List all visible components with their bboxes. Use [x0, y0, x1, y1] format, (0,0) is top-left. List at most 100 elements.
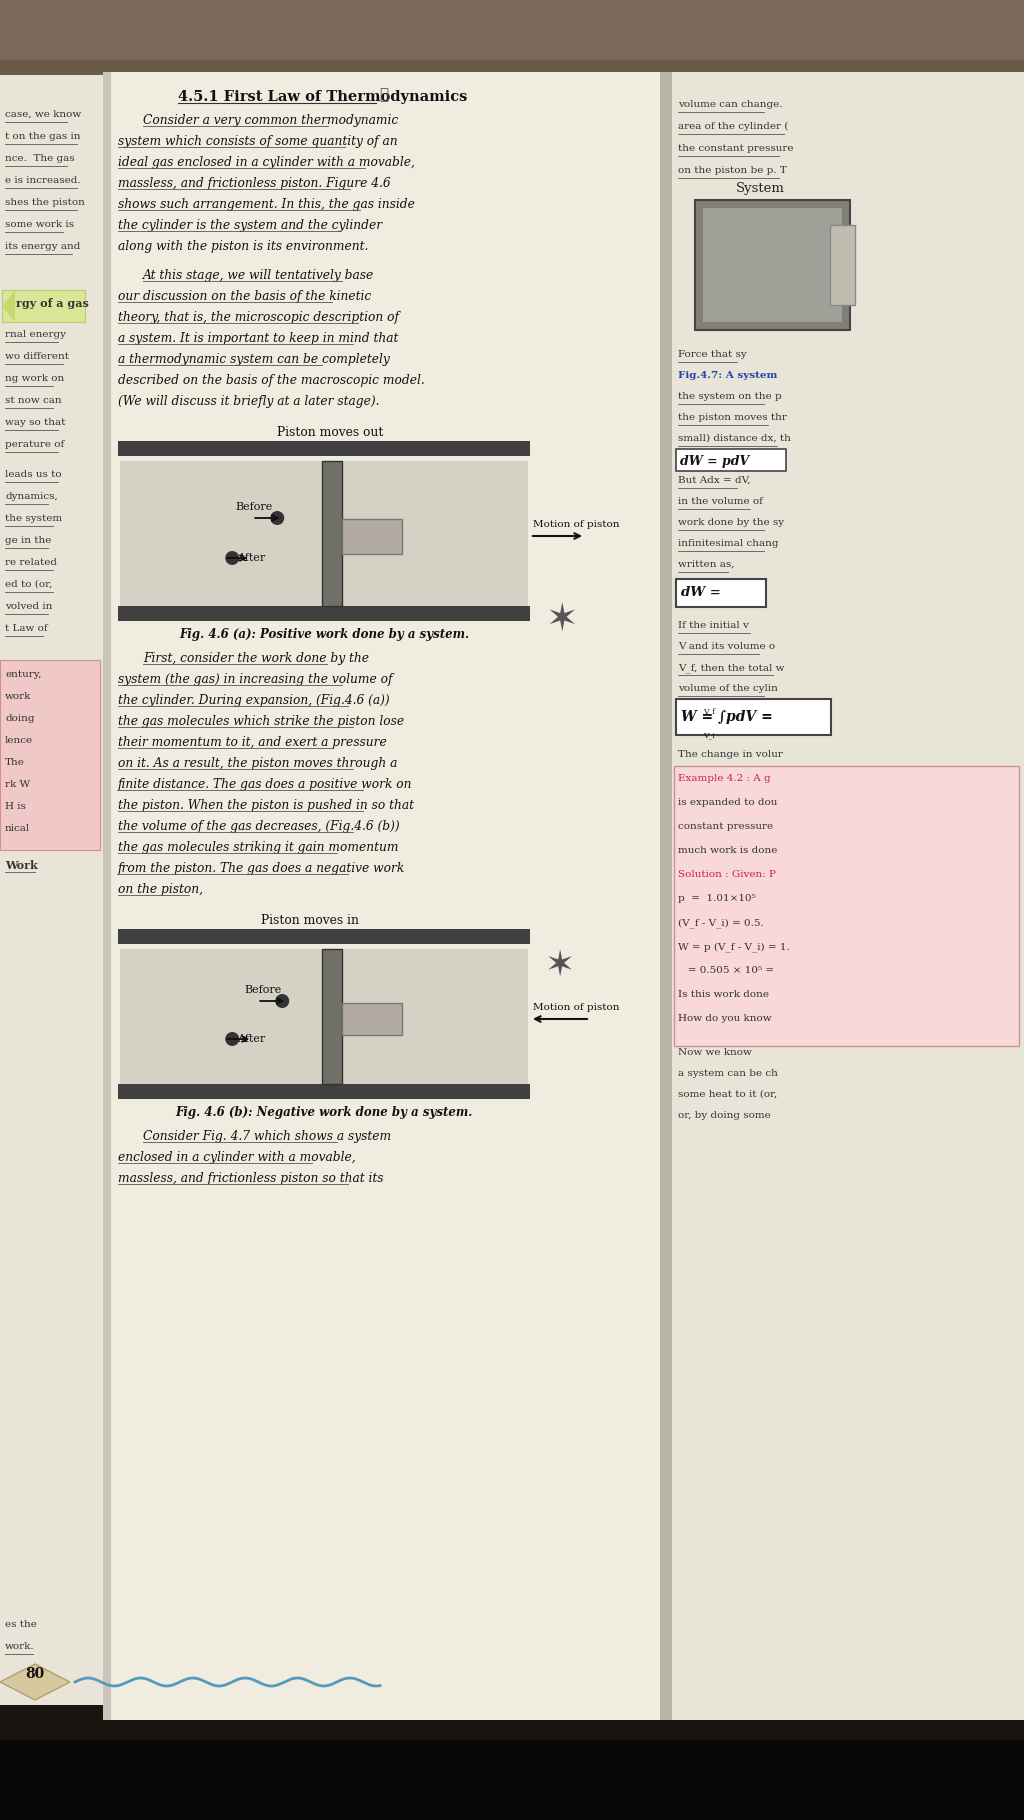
Bar: [323, 460, 342, 606]
Text: System: System: [735, 182, 784, 195]
Text: our discussion on the basis of the kinetic: our discussion on the basis of the kinet…: [118, 289, 372, 302]
Text: ✶: ✶: [379, 87, 388, 102]
Text: infinitesimal chang: infinitesimal chang: [678, 539, 778, 548]
Text: Now we know: Now we know: [678, 1048, 752, 1057]
Text: 4.5.1 First Law of Thermodynamics: 4.5.1 First Law of Thermodynamics: [178, 89, 467, 104]
Text: (V_f - V_i) = 0.5.: (V_f - V_i) = 0.5.: [678, 917, 764, 928]
Text: Work: Work: [5, 861, 38, 872]
Text: Motion of piston: Motion of piston: [534, 521, 620, 530]
Text: leads us to: leads us to: [5, 470, 61, 479]
Text: on the piston,: on the piston,: [118, 883, 203, 895]
Text: on the piston be p. T: on the piston be p. T: [678, 166, 786, 175]
Bar: [118, 928, 530, 945]
Text: volume can change.: volume can change.: [678, 100, 782, 109]
Text: Example 4.2 : A g: Example 4.2 : A g: [678, 774, 771, 783]
Text: entury,: entury,: [5, 670, 42, 679]
Text: W = ∫pdV =: W = ∫pdV =: [681, 710, 773, 724]
Text: Consider Fig. 4.7 which shows a system: Consider Fig. 4.7 which shows a system: [143, 1130, 391, 1143]
Text: some work is: some work is: [5, 220, 74, 229]
Text: Before: Before: [245, 985, 282, 996]
Bar: [342, 519, 402, 553]
Circle shape: [275, 994, 289, 1008]
Bar: [674, 766, 1019, 1046]
Bar: [830, 226, 855, 306]
Text: written as,: written as,: [678, 561, 734, 570]
Text: nical: nical: [5, 824, 31, 834]
Text: t on the gas in: t on the gas in: [5, 133, 81, 140]
Text: the gas molecules which strike the piston lose: the gas molecules which strike the pisto…: [118, 715, 404, 728]
Text: Is this work done: Is this work done: [678, 990, 769, 999]
Text: How do you know: How do you know: [678, 1014, 772, 1023]
Circle shape: [270, 511, 285, 524]
Text: the system on the p: the system on the p: [678, 391, 781, 400]
Bar: [118, 440, 530, 457]
Bar: [0, 1740, 1024, 1820]
Text: V_f, then the total w: V_f, then the total w: [678, 662, 784, 673]
Text: At this stage, we will tentatively base: At this stage, we will tentatively base: [143, 269, 374, 282]
Bar: [676, 450, 786, 471]
Text: work: work: [5, 692, 32, 701]
Bar: [0, 0, 1024, 89]
Bar: [118, 606, 530, 621]
Text: the cylinder is the system and the cylinder: the cylinder is the system and the cylin…: [118, 218, 382, 231]
Text: V_f: V_f: [703, 706, 715, 715]
Text: ✶: ✶: [545, 601, 578, 639]
Bar: [668, 73, 1024, 1720]
Text: dynamics,: dynamics,: [5, 491, 57, 501]
Bar: [120, 948, 528, 1085]
Text: t Law of: t Law of: [5, 624, 48, 633]
Text: But Adx = dV,: But Adx = dV,: [678, 477, 751, 484]
Text: shes the piston: shes the piston: [5, 198, 85, 207]
Bar: [676, 699, 831, 735]
Text: First, consider the work done by the: First, consider the work done by the: [143, 652, 369, 664]
Text: The: The: [5, 757, 25, 766]
Text: in the volume of: in the volume of: [678, 497, 763, 506]
Bar: [676, 579, 766, 608]
Text: ng work on: ng work on: [5, 373, 65, 382]
Text: ge in the: ge in the: [5, 537, 51, 544]
Text: dW =: dW =: [681, 586, 721, 599]
Text: much work is done: much work is done: [678, 846, 777, 855]
Bar: [0, 1700, 1024, 1740]
Text: wo different: wo different: [5, 351, 69, 360]
Text: or, by doing some: or, by doing some: [678, 1110, 771, 1119]
Text: volved in: volved in: [5, 602, 52, 612]
Text: the piston moves thr: the piston moves thr: [678, 413, 786, 422]
Text: the piston. When the piston is pushed in so that: the piston. When the piston is pushed in…: [118, 799, 414, 812]
Text: re related: re related: [5, 559, 57, 568]
Text: massless, and frictionless piston so that its: massless, and frictionless piston so tha…: [118, 1172, 384, 1185]
Text: V and its volume o: V and its volume o: [678, 642, 775, 652]
Text: es the: es the: [5, 1620, 37, 1629]
Bar: [703, 207, 842, 322]
Text: If the initial v: If the initial v: [678, 621, 749, 630]
Text: V_i: V_i: [703, 732, 715, 739]
Polygon shape: [2, 289, 85, 322]
Text: system (the gas) in increasing the volume of: system (the gas) in increasing the volum…: [118, 673, 392, 686]
Polygon shape: [2, 289, 15, 322]
Text: enclosed in a cylinder with a movable,: enclosed in a cylinder with a movable,: [118, 1150, 355, 1165]
Text: ideal gas enclosed in a cylinder with a movable,: ideal gas enclosed in a cylinder with a …: [118, 157, 415, 169]
Text: a thermodynamic system can be completely: a thermodynamic system can be completely: [118, 353, 390, 366]
Text: Before: Before: [236, 502, 272, 511]
Text: the cylinder. During expansion, (Fig.4.6 (a)): the cylinder. During expansion, (Fig.4.6…: [118, 693, 389, 706]
Text: the volume of the gas decreases, (Fig.4.6 (b)): the volume of the gas decreases, (Fig.4.…: [118, 821, 399, 834]
Text: perature of: perature of: [5, 440, 65, 450]
Text: Solution : Given: P: Solution : Given: P: [678, 870, 776, 879]
Text: st now can: st now can: [5, 397, 61, 406]
Text: After: After: [238, 553, 265, 562]
Text: rnal energy: rnal energy: [5, 329, 66, 339]
Text: small) distance dx, th: small) distance dx, th: [678, 433, 791, 442]
Polygon shape: [0, 1663, 70, 1700]
Text: 80: 80: [26, 1667, 45, 1682]
Text: Fig. 4.6 (b): Negative work done by a system.: Fig. 4.6 (b): Negative work done by a sy…: [175, 1107, 473, 1119]
Text: dW = pdV: dW = pdV: [680, 455, 750, 468]
Bar: [0, 661, 100, 850]
Text: The change in volur: The change in volur: [678, 750, 783, 759]
Text: from the piston. The gas does a negative work: from the piston. The gas does a negative…: [118, 863, 406, 875]
Bar: [323, 948, 342, 1085]
Text: volume of the cylin: volume of the cylin: [678, 684, 778, 693]
Text: = 0.505 × 10⁵ =: = 0.505 × 10⁵ =: [678, 966, 774, 976]
Text: their momentum to it, and exert a pressure: their momentum to it, and exert a pressu…: [118, 735, 387, 750]
Text: case, we know: case, we know: [5, 109, 81, 118]
Text: work done by the sy: work done by the sy: [678, 519, 784, 528]
